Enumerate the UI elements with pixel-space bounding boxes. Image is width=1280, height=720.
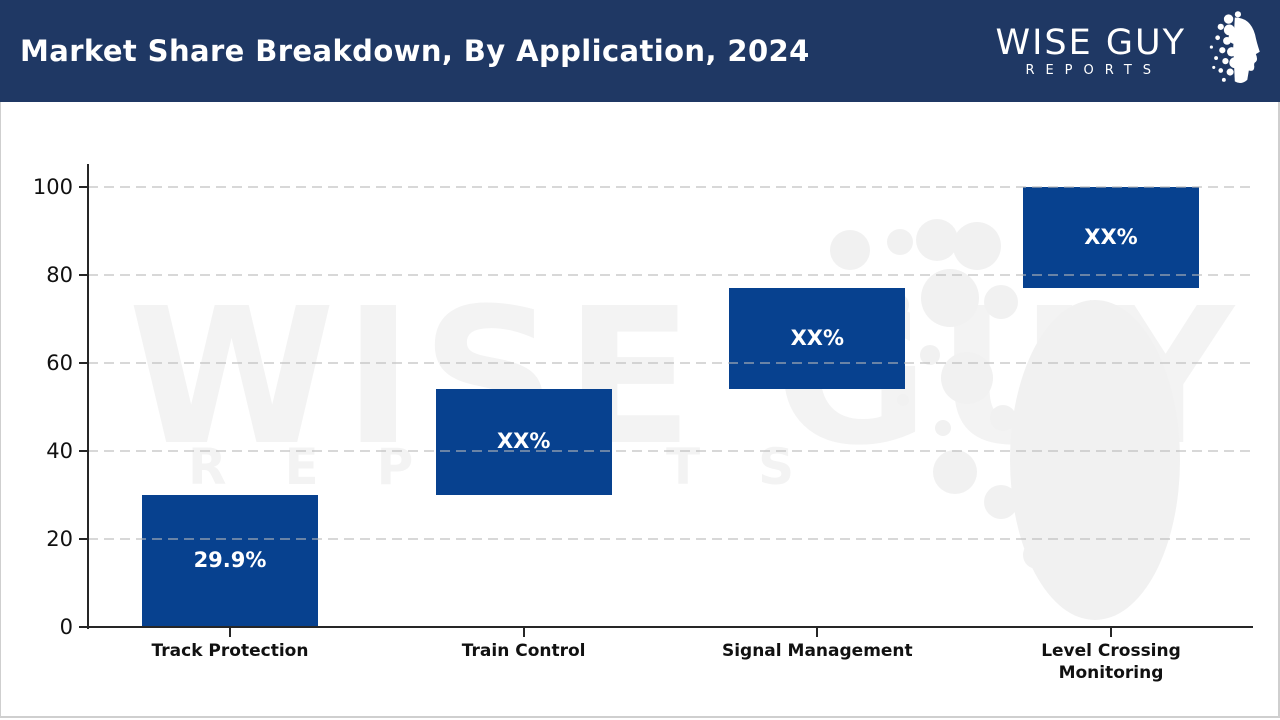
wise-guy-reports-logo: WISE GUY REPORTS (995, 8, 1280, 94)
x-category-label: Track Protection (151, 641, 309, 661)
bar-value-label: 29.9% (193, 548, 267, 573)
y-tick-mark (79, 449, 87, 452)
bar-track-protection (142, 495, 318, 627)
y-tick-mark (79, 273, 87, 276)
chart-title: Market Share Breakdown, By Application, … (20, 34, 810, 68)
gridline (88, 361, 1253, 364)
logo-wordmark: WISE GUY (995, 22, 1186, 63)
x-tick-mark (1110, 628, 1112, 637)
y-tick-mark (79, 361, 87, 364)
gridline (88, 185, 1253, 188)
x-category-label: Train Control (461, 641, 586, 661)
y-tick-mark (79, 626, 87, 628)
x-category-label: Signal Management (721, 641, 913, 661)
x-tick-mark (229, 628, 231, 637)
logo-text: WISE GUY REPORTS (995, 25, 1186, 78)
gridline (88, 273, 1253, 276)
bar-value-label: XX% (1084, 224, 1138, 249)
gridline (88, 449, 1253, 452)
x-axis-line (86, 626, 1253, 628)
y-tick-label: 0 (59, 615, 73, 639)
logo-subtitle: REPORTS (1025, 62, 1163, 78)
x-tick-mark (522, 628, 525, 637)
gridline (88, 537, 1253, 540)
bar-level-crossing-monitoring (1023, 186, 1199, 288)
y-tick-label: 20 (46, 526, 73, 551)
y-tick-mark (79, 537, 87, 540)
x-tick-mark (816, 628, 819, 637)
bar-value-label: XX% (496, 429, 551, 454)
y-tick-label: 100 (32, 174, 73, 199)
y-axis-line (87, 164, 89, 629)
y-tick-mark (79, 185, 87, 188)
x-category-label: Level Crossing Monitoring (1041, 641, 1181, 683)
y-tick-label: 60 (46, 350, 73, 375)
bar-signal-management (729, 287, 906, 390)
y-tick-label: 80 (46, 262, 73, 287)
bar-value-label: XX% (790, 325, 845, 350)
bar-train-control (435, 389, 612, 495)
dotted-face-profile-icon (1209, 11, 1260, 84)
y-tick-label: 40 (46, 438, 73, 463)
header-bar: Market Share Breakdown, By Application, … (0, 0, 1280, 102)
